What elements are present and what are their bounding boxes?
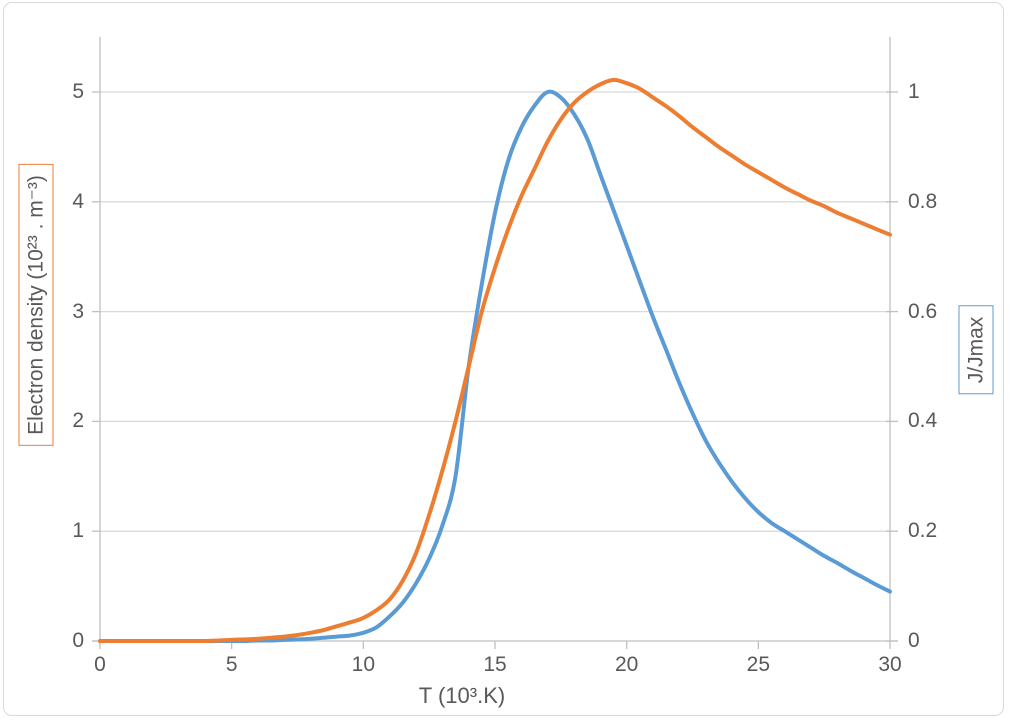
y-left-tick-label: 4 — [72, 189, 84, 213]
y-right-tick-label: 1 — [908, 80, 920, 103]
right-axis-title-text: J/Jmax — [964, 316, 988, 384]
electron-density-curve — [98, 77, 892, 644]
y-right-tick-label: 0 — [908, 629, 920, 652]
y-right-tick-label: 0.2 — [908, 519, 938, 543]
y-left-tick-label: 0 — [72, 629, 84, 652]
y-left-tick-label: 3 — [72, 299, 84, 323]
x-tick-label: 20 — [614, 653, 639, 676]
chart-frame — [3, 2, 1004, 716]
x-tick-label: 25 — [746, 653, 770, 676]
y-right-tick-label: 0.8 — [908, 189, 938, 213]
y-right-tick-label: 0.4 — [908, 409, 938, 433]
right-axis-title: J/Jmax — [958, 305, 994, 395]
left-axis-title: Electron density (10²³ . m⁻³) — [18, 164, 54, 446]
y-left-tick-label: 1 — [72, 519, 84, 543]
x-tick-label: 10 — [351, 653, 375, 676]
y-left-tick-label: 5 — [72, 80, 84, 103]
y-left-tick-label: 2 — [72, 409, 84, 433]
x-axis-title: T (10³.K) — [419, 683, 505, 709]
x-tick-label: 5 — [225, 653, 238, 676]
y-right-tick-label: 0.6 — [908, 299, 938, 323]
left-axis-title-text: Electron density (10²³ . m⁻³) — [24, 175, 48, 435]
x-tick-label: 30 — [878, 653, 902, 676]
x-tick-label: 15 — [483, 653, 507, 676]
x-tick-label: 0 — [94, 653, 106, 676]
x-axis-title-text: T (10³.K) — [418, 683, 506, 708]
j-jmax-curve — [98, 89, 892, 644]
